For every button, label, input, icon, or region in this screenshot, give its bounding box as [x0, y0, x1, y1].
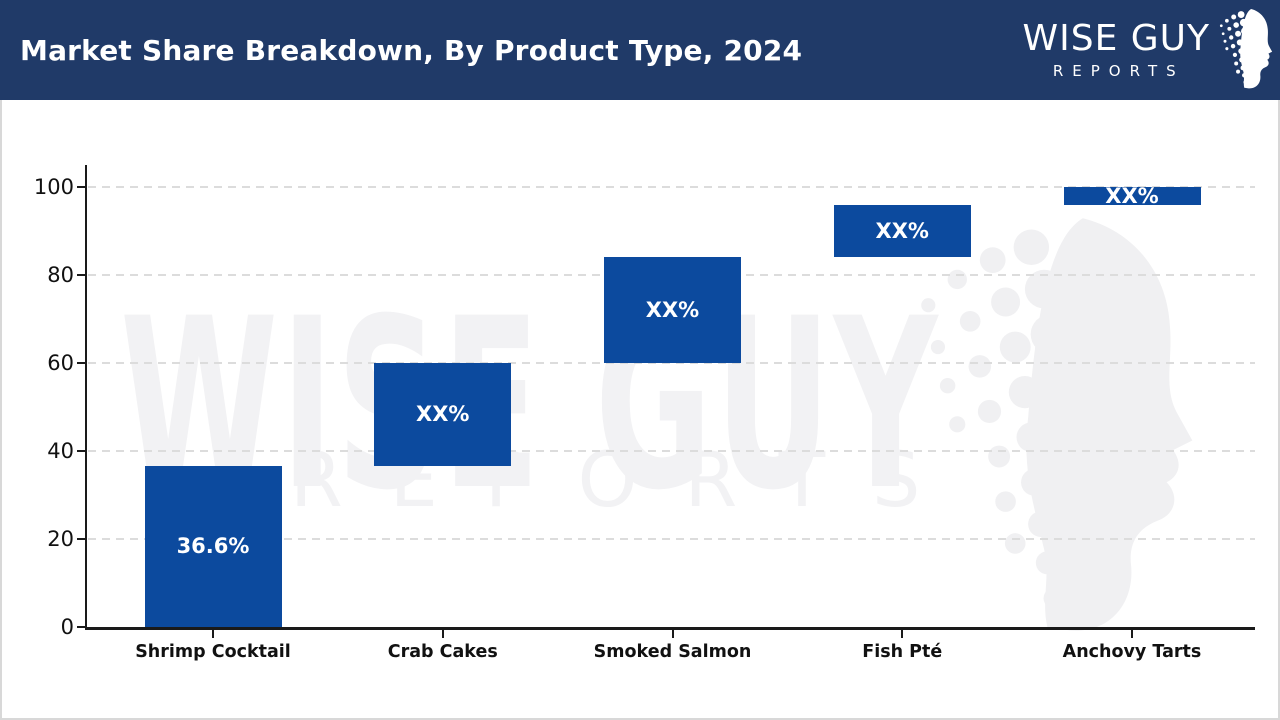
- bar-4: XX%: [1063, 183, 1201, 208]
- brand-subtitle: REPORTS: [1052, 61, 1185, 80]
- y-tickmark-20: [77, 538, 86, 540]
- x-tickmark-2: [671, 630, 674, 638]
- brand-logo: WISE GUY REPORTS: [1023, 7, 1275, 94]
- y-axis-line: [85, 165, 87, 630]
- y-tick-label-60: 60: [47, 351, 74, 375]
- x-tickmark-4: [1131, 630, 1133, 638]
- y-tick-label-20: 20: [47, 527, 74, 551]
- y-tickmark-60: [77, 362, 86, 364]
- y-tickmark-100: [77, 186, 86, 188]
- x-category-label-0: Shrimp Cocktail: [135, 642, 291, 662]
- x-category-label-4: Anchovy Tarts: [1062, 642, 1202, 662]
- page-title: Market Share Breakdown, By Product Type,…: [20, 33, 803, 67]
- y-tick-label-0: 0: [60, 615, 74, 639]
- header-bar: Market Share Breakdown, By Product Type,…: [0, 0, 1280, 100]
- gridline-40: [88, 450, 1255, 452]
- bar-value-label-3: XX%: [875, 218, 929, 243]
- bar-value-label-4: XX%: [1105, 183, 1159, 208]
- bar-0: 36.6%: [144, 465, 282, 627]
- gridline-60: [88, 362, 1255, 364]
- x-tickmark-0: [212, 630, 214, 638]
- x-category-label-3: Fish Pté: [862, 642, 943, 662]
- bar-value-label-1: XX%: [416, 402, 470, 427]
- brand-logo-text: WISE GUY REPORTS: [1022, 17, 1211, 80]
- bar-value-label-0: 36.6%: [176, 534, 250, 559]
- x-tickmark-1: [441, 630, 444, 638]
- y-tick-label-100: 100: [33, 175, 74, 199]
- y-tick-label-40: 40: [47, 439, 74, 463]
- y-tickmark-0: [77, 626, 86, 628]
- bar-1: XX%: [374, 363, 512, 466]
- x-category-label-2: Smoked Salmon: [593, 642, 752, 662]
- brand-head-icon: [1219, 8, 1273, 88]
- gridline-20: [88, 538, 1255, 540]
- x-category-label-1: Crab Cakes: [387, 642, 498, 662]
- bar-2: XX%: [604, 257, 741, 363]
- plot: 0 20 40 60 80 100 36.6% XX% XX% XX% XX% Shrimp Cock…: [2, 100, 1278, 718]
- bar-3: XX%: [833, 204, 971, 258]
- y-tickmark-40: [77, 450, 86, 452]
- chart-area: WISE GUY REPORTS 0 20 40 60 80 100 36.6% XX% XX%…: [0, 100, 1280, 720]
- x-tickmark-3: [901, 630, 904, 638]
- gridline-100: [88, 186, 1255, 188]
- bar-value-label-2: XX%: [645, 298, 700, 323]
- brand-name: WISE GUY: [1022, 17, 1210, 59]
- y-tickmark-80: [77, 274, 86, 276]
- y-tick-label-80: 80: [47, 263, 74, 287]
- x-axis-line: [85, 627, 1255, 630]
